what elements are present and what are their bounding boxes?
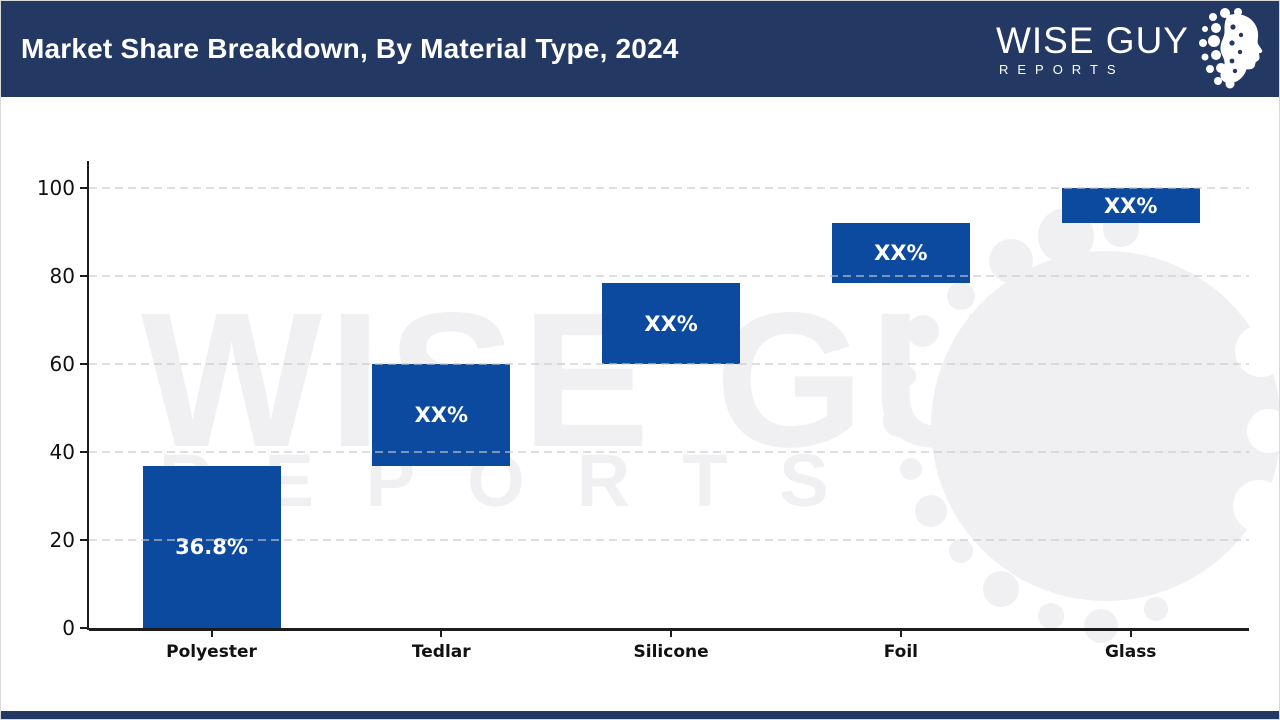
logo-subtitle: REPORTS xyxy=(998,61,1125,77)
bar-silicone: XX% xyxy=(602,283,741,365)
x-category-label-glass: Glass xyxy=(1104,642,1157,662)
gridline-20 xyxy=(89,539,1249,541)
gridline-100 xyxy=(89,187,1249,189)
y-tick-label: 20 xyxy=(49,528,75,552)
y-tick-mark xyxy=(80,363,89,365)
bar-foil: XX% xyxy=(831,223,970,284)
logo-wordmark: WISE GUY xyxy=(995,19,1189,61)
y-tick-mark xyxy=(80,187,89,189)
bar-tedlar: XX% xyxy=(372,364,511,467)
header: Market Share Breakdown, By Material Type… xyxy=(1,1,1279,97)
y-tick-label: 60 xyxy=(49,352,75,376)
x-category-label-foil: Foil xyxy=(883,642,919,662)
bar-value-label: XX% xyxy=(1103,193,1158,218)
logo-face-icon xyxy=(1199,8,1263,89)
wiseguy-logo: WISE GUY REPORTS xyxy=(996,5,1269,93)
y-tick-mark xyxy=(80,451,89,453)
y-tick-label: 100 xyxy=(36,176,75,200)
y-tick-label: 0 xyxy=(62,616,75,640)
footer-bar xyxy=(1,711,1279,719)
x-category-label-polyester: Polyester xyxy=(166,642,257,662)
x-tick-mark xyxy=(670,631,673,637)
page-title: Market Share Breakdown, By Material Type… xyxy=(21,33,679,64)
bar-glass: XX% xyxy=(1061,188,1200,224)
y-axis-line xyxy=(87,161,89,630)
gridline-60 xyxy=(89,363,1249,365)
x-tick-mark xyxy=(440,631,443,637)
bar-value-label: XX% xyxy=(874,241,928,266)
bar-polyester: 36.8% xyxy=(142,466,281,628)
watermark-face-graphic xyxy=(883,208,1279,643)
y-tick-mark xyxy=(80,627,89,629)
x-tick-mark xyxy=(210,631,213,637)
bar-value-label: XX% xyxy=(644,311,698,336)
y-tick-mark xyxy=(80,275,89,277)
y-tick-mark xyxy=(80,539,89,541)
x-axis-line xyxy=(89,628,1249,631)
x-category-label-silicone: Silicone xyxy=(633,642,709,662)
x-tick-mark xyxy=(899,631,902,637)
x-tick-mark xyxy=(1129,631,1132,637)
y-tick-label: 40 xyxy=(49,440,75,464)
x-category-label-tedlar: Tedlar xyxy=(411,642,471,662)
logo-text: WISE GUY REPORTS xyxy=(996,22,1189,77)
gridline-80 xyxy=(89,275,1249,277)
y-tick-label: 80 xyxy=(49,264,75,288)
bar-value-label: XX% xyxy=(414,403,469,428)
gridline-40 xyxy=(89,451,1249,453)
